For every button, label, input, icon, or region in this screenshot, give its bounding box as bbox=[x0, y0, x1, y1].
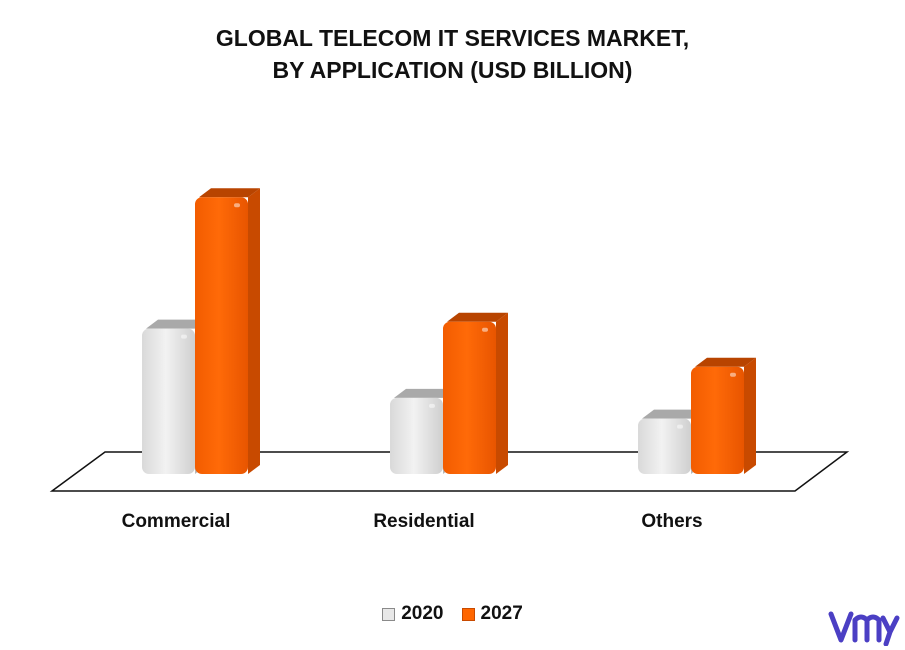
category-label-residential: Residential bbox=[373, 511, 474, 532]
bar-others-2027 bbox=[691, 357, 756, 474]
category-label-commercial: Commercial bbox=[122, 511, 231, 532]
legend: 2020 2027 bbox=[0, 603, 905, 625]
vmr-logo-icon bbox=[828, 611, 900, 646]
chart-title: GLOBAL TELECOM IT SERVICES MARKET, BY AP… bbox=[0, 22, 905, 86]
bars-group bbox=[142, 188, 756, 474]
legend-swatch-2020 bbox=[382, 607, 396, 621]
category-label-others: Others bbox=[641, 511, 702, 532]
legend-item-2027: 2027 bbox=[461, 603, 523, 625]
chart-title-line-1: GLOBAL TELECOM IT SERVICES MARKET, bbox=[215, 25, 690, 51]
legend-label-2027: 2027 bbox=[480, 603, 523, 624]
bar-commercial-2027 bbox=[195, 188, 260, 474]
category-labels: Commercial Residential Others bbox=[122, 511, 703, 532]
chart-title-line-2: BY APPLICATION (USD BILLION) bbox=[272, 57, 633, 83]
legend-label-2020: 2020 bbox=[401, 603, 444, 624]
legend-swatch-2027 bbox=[461, 607, 475, 621]
legend-item-2020: 2020 bbox=[382, 603, 444, 625]
bar-residential-2027 bbox=[443, 312, 508, 474]
